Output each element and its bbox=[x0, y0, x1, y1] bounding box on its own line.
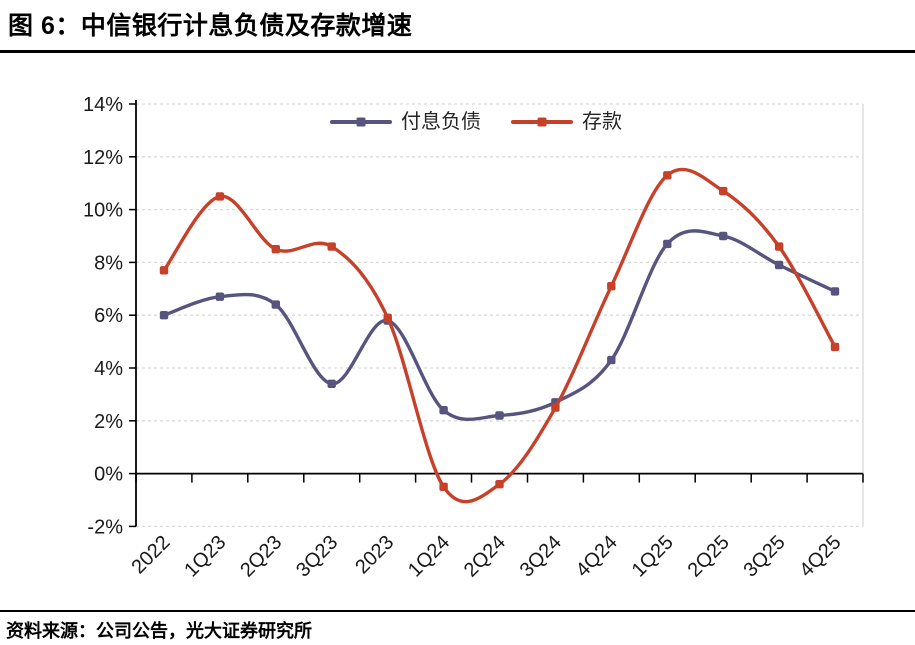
x-tick-label: 2Q24 bbox=[460, 531, 510, 581]
data-point bbox=[495, 480, 504, 489]
legend-label-deposits: 存款 bbox=[582, 111, 622, 133]
page-title: 图 6：中信银行计息负债及存款增速 bbox=[8, 12, 413, 40]
x-tick-label: 1Q25 bbox=[628, 531, 678, 581]
x-tick-label: 2Q23 bbox=[236, 531, 286, 581]
x-tick-label: 2Q25 bbox=[684, 531, 734, 581]
data-point bbox=[830, 342, 840, 352]
x-tick-label: 4Q24 bbox=[572, 531, 622, 581]
y-tick-label: 12% bbox=[83, 147, 123, 169]
x-tick-label: 3Q23 bbox=[292, 531, 342, 581]
legend-marker-liabilities bbox=[330, 117, 392, 127]
data-point bbox=[383, 313, 392, 322]
data-point bbox=[159, 266, 169, 275]
legend-label-liabilities: 付息负债 bbox=[401, 111, 481, 133]
legend-item-deposits: 存款 bbox=[511, 112, 622, 132]
x-tick-label: 1Q24 bbox=[404, 531, 454, 581]
data-point bbox=[830, 287, 840, 296]
legend-square-deposits bbox=[537, 117, 547, 127]
x-tick-label: 2022 bbox=[128, 531, 175, 578]
x-tick-label: 1Q23 bbox=[180, 531, 230, 581]
legend-square-liabilities bbox=[356, 117, 366, 127]
y-tick-label: 0% bbox=[94, 464, 123, 486]
data-point bbox=[663, 239, 672, 249]
y-tick-label: 8% bbox=[94, 252, 123, 274]
y-tick-label: 2% bbox=[94, 411, 123, 433]
data-point bbox=[327, 379, 336, 388]
series-line-deposits bbox=[162, 167, 837, 504]
data-point bbox=[551, 403, 560, 412]
data-point bbox=[439, 482, 448, 491]
y-tick-label: -2% bbox=[87, 516, 123, 538]
growth-chart: 14% 12% 10% 8% 6% 4% 2% 0% -2%2022 1Q23 2Q23 3Q23 20… bbox=[83, 94, 864, 582]
y-tick-label: 14% bbox=[83, 94, 123, 116]
data-point bbox=[774, 242, 784, 251]
title-rule bbox=[0, 50, 915, 53]
data-point bbox=[719, 186, 728, 196]
data-point bbox=[439, 406, 448, 415]
y-tick-label: 10% bbox=[83, 200, 123, 222]
x-tick-label: 3Q24 bbox=[516, 531, 566, 581]
data-point bbox=[663, 171, 672, 180]
chart-legend: 付息负债 存款 bbox=[330, 112, 622, 132]
x-tick-label: 2023 bbox=[351, 531, 398, 578]
data-point bbox=[215, 292, 225, 301]
y-tick-label: 6% bbox=[94, 305, 123, 327]
data-point bbox=[159, 311, 169, 320]
series-line-liabilities bbox=[162, 229, 837, 422]
y-tick-label: 4% bbox=[94, 358, 123, 380]
data-point bbox=[271, 245, 280, 254]
legend-marker-deposits bbox=[511, 117, 573, 127]
data-point bbox=[495, 411, 504, 420]
data-point bbox=[271, 300, 280, 309]
data-point bbox=[215, 192, 225, 201]
x-tick-label: 4Q25 bbox=[795, 531, 845, 581]
x-tick-label: 3Q25 bbox=[739, 531, 789, 581]
source-rule bbox=[0, 610, 915, 612]
data-point bbox=[774, 260, 784, 270]
data-point bbox=[607, 355, 616, 365]
source-text: 资料来源：公司公告，光大证券研究所 bbox=[6, 621, 312, 641]
data-point bbox=[327, 242, 336, 251]
legend-item-liabilities: 付息负债 bbox=[330, 112, 481, 132]
data-point bbox=[607, 282, 616, 291]
data-point bbox=[719, 231, 728, 241]
